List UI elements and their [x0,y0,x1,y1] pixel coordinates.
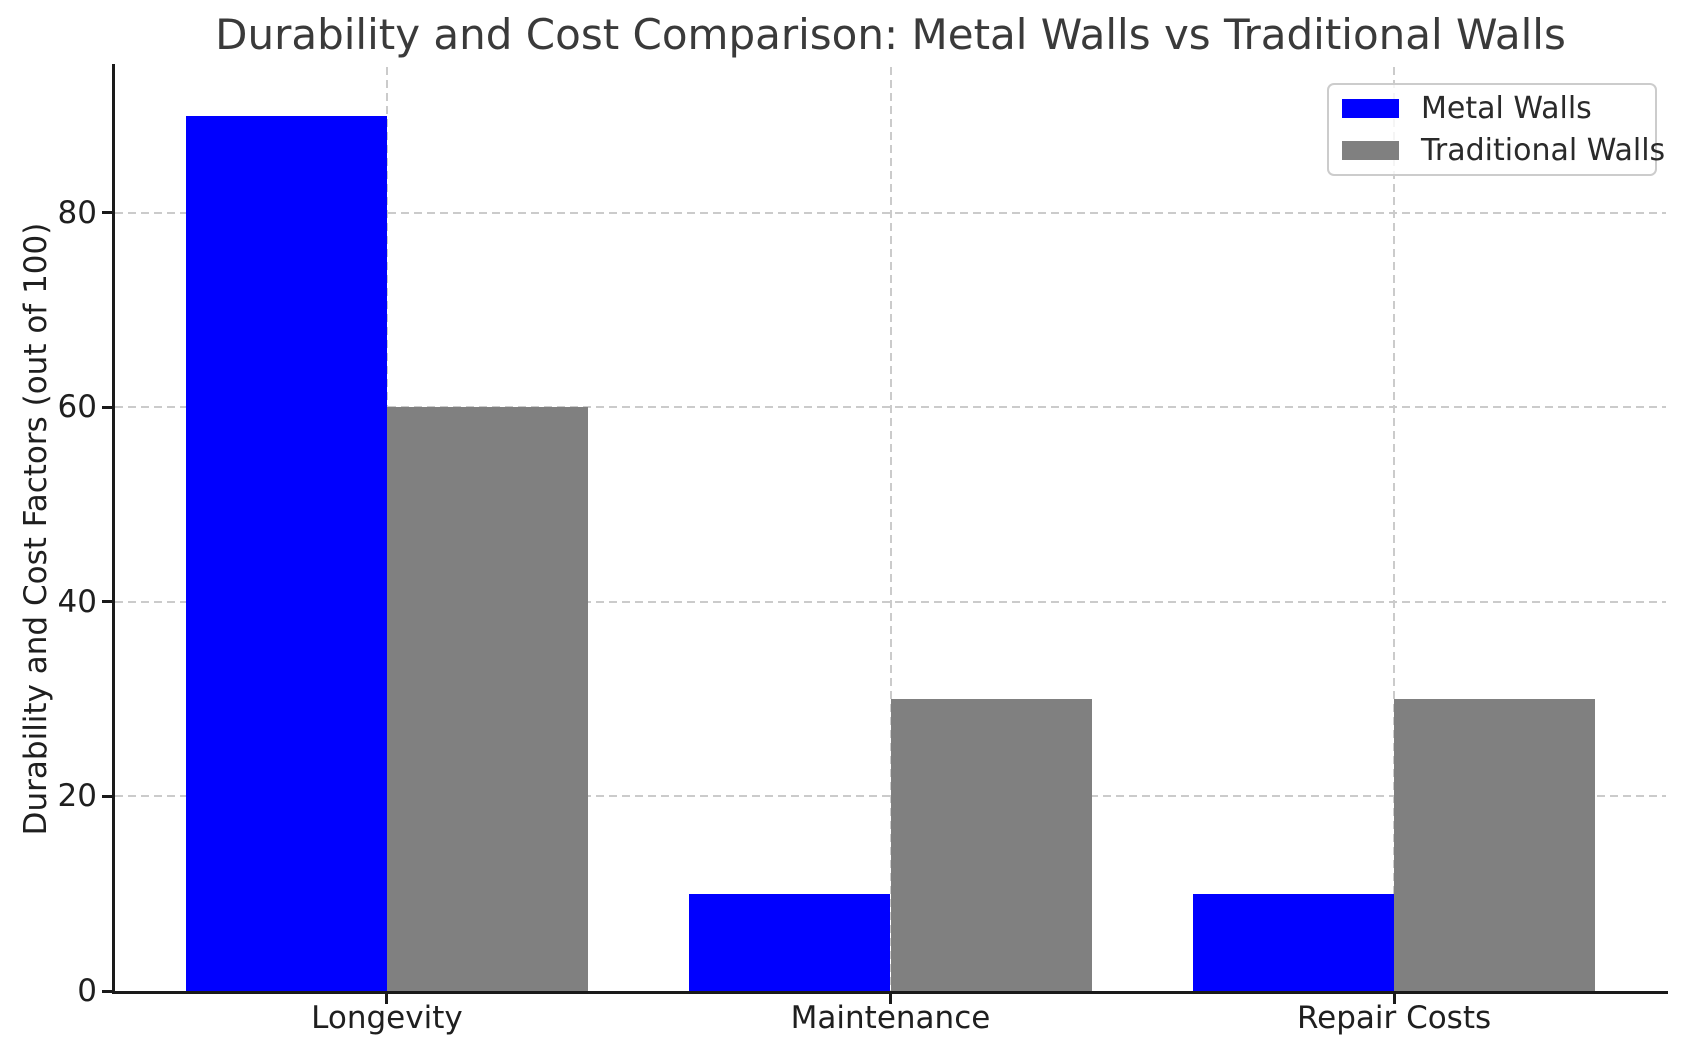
x-tick-label-longevity: Longevity [311,1000,463,1036]
y-tick-mark-0 [102,989,112,993]
legend-entry-metal-walls: Metal Walls [1342,91,1655,126]
x-tick-mark-longevity [385,994,389,1004]
plot-area [115,67,1666,991]
gridline-x-maintenance [889,67,892,991]
y-tick-label-80: 80 [57,194,97,231]
bar-metal-walls-longevity [185,115,387,991]
y-tick-mark-60 [102,405,112,409]
bar-traditional-walls-maintenance [890,699,1092,991]
y-tick-label-20: 20 [57,778,97,815]
chart-title: Durability and Cost Comparison: Metal Wa… [215,10,1566,59]
x-tick-label-maintenance: Maintenance [790,1000,991,1036]
y-tick-mark-20 [102,794,112,798]
bar-metal-walls-repair-costs [1192,893,1395,991]
legend: Metal Walls Traditional Walls [1327,83,1665,176]
legend-swatch-metal-walls [1342,99,1399,119]
y-tick-label-40: 40 [57,583,97,620]
y-tick-mark-40 [102,600,112,604]
y-axis-label: Durability and Cost Factors (out of 100) [18,222,54,836]
bar-traditional-walls-repair-costs [1394,699,1596,991]
y-tick-label-0: 0 [77,973,97,1009]
x-tick-label-repair-costs: Repair Costs [1296,1000,1492,1036]
gridline-x-repair-costs [1393,67,1396,991]
x-tick-mark-repair-costs [1392,994,1396,1004]
legend-swatch-traditional-walls [1342,140,1399,160]
y-tick-mark-80 [102,211,112,215]
bar-traditional-walls-longevity [386,407,589,991]
legend-entry-traditional-walls: Traditional Walls [1342,133,1665,168]
y-tick-label-60: 60 [57,389,97,426]
y-axis-spine [112,64,115,994]
x-axis-spine [112,991,1668,994]
legend-label-metal-walls: Metal Walls [1421,91,1592,127]
legend-label-traditional-walls: Traditional Walls [1421,132,1666,168]
x-tick-mark-maintenance [889,994,892,1004]
bar-metal-walls-maintenance [689,893,891,991]
